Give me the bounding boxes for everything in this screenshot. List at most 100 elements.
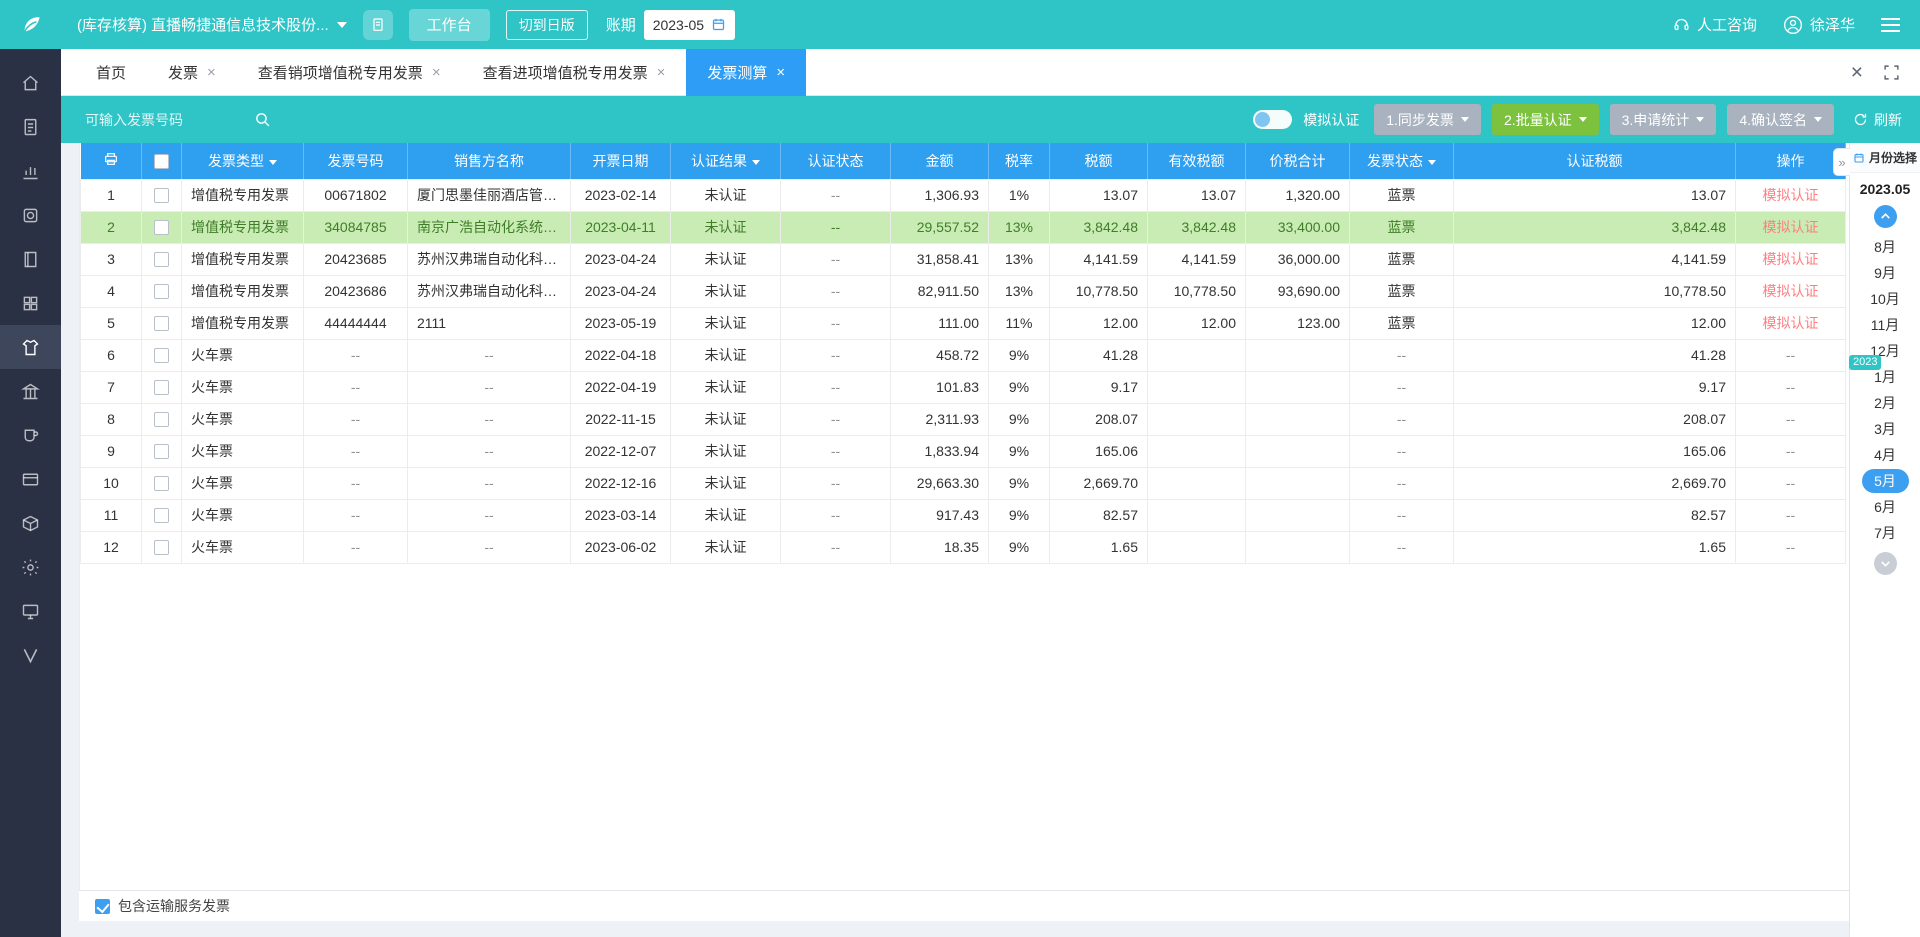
- company-selector[interactable]: (库存核算) 直播畅捷通信息技术股份...: [77, 14, 347, 35]
- tab-close-icon[interactable]: ×: [656, 63, 666, 81]
- table-row[interactable]: 11 火车票 -- -- 2023-03-14 未认证 -- 917.43 9% 82.57 -- 8…: [80, 498, 1846, 532]
- tab[interactable]: 查看销项增值税专用发票 ×: [237, 49, 462, 96]
- cell-action[interactable]: 模拟认证: [1735, 242, 1846, 276]
- month-item[interactable]: 1月 2023: [1849, 355, 1920, 390]
- row-checkbox[interactable]: [154, 348, 169, 364]
- month-item[interactable]: 7月: [1874, 525, 1896, 541]
- sidebar-item-media[interactable]: [0, 589, 61, 633]
- month-item[interactable]: 11月: [1870, 317, 1900, 333]
- table-row[interactable]: 7 火车票 -- -- 2022-04-19 未认证 -- 101.83 9% 9.17 -- 9.1…: [80, 370, 1846, 404]
- cell-seller: --: [407, 498, 571, 532]
- search-icon[interactable]: [254, 111, 271, 128]
- month-item[interactable]: 8月: [1874, 239, 1896, 255]
- period-picker[interactable]: 2023-05: [643, 9, 736, 40]
- table-row[interactable]: 3 增值税专用发票20423685苏州汉弗瑞自动化科技有限…2023-04-24未…: [80, 242, 1846, 276]
- row-checkbox[interactable]: [154, 476, 169, 492]
- cell-inv_status: --: [1349, 498, 1454, 532]
- cell-amount: 101.83: [890, 370, 989, 404]
- sidebar-item-modules[interactable]: [0, 281, 61, 325]
- select-all-header[interactable]: [141, 143, 182, 179]
- tab[interactable]: 查看进项增值税专用发票 ×: [462, 49, 687, 96]
- search-input[interactable]: [85, 111, 245, 128]
- tab[interactable]: 发票测算 ×: [686, 48, 807, 96]
- table-row[interactable]: 5 增值税专用发票 44444444 2111 2023-05-19 未认证 -- 111.0…: [80, 306, 1846, 340]
- sync-invoices-button[interactable]: 1.同步发票: [1374, 104, 1481, 135]
- tab-close-icon[interactable]: ×: [776, 63, 786, 81]
- workbench-button[interactable]: 工作台: [408, 8, 490, 41]
- month-item[interactable]: 3月: [1874, 421, 1896, 437]
- sidebar-item-inventory[interactable]: [0, 501, 61, 545]
- month-item[interactable]: 5月: [1861, 469, 1909, 493]
- hamburger-menu-icon[interactable]: [1881, 17, 1900, 32]
- cell-action[interactable]: 模拟认证: [1735, 306, 1846, 340]
- sidebar-item-settings[interactable]: [0, 545, 61, 589]
- row-checkbox[interactable]: [154, 284, 169, 300]
- batch-auth-button[interactable]: 2.批量认证: [1491, 104, 1599, 135]
- sidebar-item-invoices-active[interactable]: [0, 325, 61, 369]
- row-checkbox[interactable]: [154, 380, 169, 396]
- close-all-tabs-icon[interactable]: ×: [1850, 60, 1863, 84]
- cell-tax: 165.06: [1049, 434, 1148, 468]
- tab[interactable]: 首页: [75, 49, 147, 96]
- table-row[interactable]: 9 火车票 -- -- 2022-12-07 未认证 -- 1,833.94 9% 165.06-…: [80, 434, 1846, 468]
- month-item[interactable]: 9月: [1874, 265, 1896, 281]
- fullscreen-icon[interactable]: [1883, 64, 1900, 81]
- confirm-sign-button[interactable]: 4.确认签名: [1727, 104, 1834, 135]
- row-checkbox[interactable]: [154, 188, 169, 204]
- table-row[interactable]: 10 火车票 -- -- 2022-12-16 未认证 -- 29,663.30 9% 2,669…: [80, 466, 1846, 500]
- header-auth-result[interactable]: 认证结果: [670, 143, 781, 179]
- row-checkbox[interactable]: [154, 220, 169, 236]
- month-item[interactable]: 4月: [1874, 447, 1896, 463]
- cell-result: 未认证: [670, 274, 781, 308]
- scroll-months-up-button[interactable]: [1873, 205, 1897, 228]
- month-item[interactable]: 6月: [1874, 499, 1896, 515]
- row-checkbox[interactable]: [154, 252, 169, 268]
- table-row[interactable]: 1 增值税专用发票00671802厦门思墨佳丽酒店管理有限…2023-02-14未…: [80, 178, 1846, 212]
- sidebar-item-assets[interactable]: [0, 369, 61, 413]
- table-row[interactable]: 12 火车票 -- -- 2023-06-02 未认证 -- 18.35 9% 1.65 -- 1.6…: [80, 530, 1846, 564]
- sidebar-item-vouchers[interactable]: [0, 105, 61, 149]
- row-checkbox[interactable]: [154, 412, 169, 428]
- sidebar-item-checkout[interactable]: [0, 457, 61, 501]
- select-all-checkbox[interactable]: [154, 154, 169, 170]
- app-logo[interactable]: [0, 0, 61, 49]
- scroll-months-down-button[interactable]: [1873, 552, 1897, 575]
- table-row[interactable]: 4 增值税专用发票20423686苏州汉弗瑞自动化科技有限…2023-04-24未…: [80, 274, 1846, 308]
- document-icon-button[interactable]: [362, 9, 393, 40]
- row-checkbox[interactable]: [154, 540, 169, 556]
- tab-close-icon[interactable]: ×: [431, 63, 441, 81]
- sidebar-item-home[interactable]: [0, 61, 61, 105]
- month-item[interactable]: 10月: [1870, 291, 1900, 307]
- switch-version-button[interactable]: 切到日版: [505, 9, 588, 40]
- row-checkbox[interactable]: [154, 316, 169, 332]
- table-row[interactable]: 8 火车票 -- -- 2022-11-15 未认证 -- 2,311.93 9% 208.07-…: [80, 402, 1846, 436]
- table-row[interactable]: 6 火车票 -- -- 2022-04-18 未认证 -- 458.72 9% 41.28 -- 41…: [80, 338, 1846, 372]
- sidebar-item-ledger[interactable]: [0, 237, 61, 281]
- sort-caret-icon: [1428, 159, 1436, 165]
- tab[interactable]: 发票 ×: [147, 49, 237, 96]
- support-link[interactable]: 人工咨询: [1673, 14, 1757, 35]
- tab-label: 发票测算: [707, 64, 768, 82]
- simulate-auth-toggle[interactable]: [1253, 110, 1293, 129]
- print-column-header: [80, 143, 142, 179]
- sidebar-item-v[interactable]: [0, 633, 61, 677]
- cell-action[interactable]: 模拟认证: [1735, 274, 1846, 308]
- header-invoice-type[interactable]: 发票类型: [181, 143, 304, 179]
- tab-close-icon[interactable]: ×: [207, 63, 216, 81]
- sidebar-item-cashier[interactable]: [0, 193, 61, 237]
- month-item[interactable]: 2月: [1874, 395, 1896, 411]
- cell-action[interactable]: 模拟认证: [1735, 210, 1846, 244]
- refresh-button[interactable]: 刷新: [1853, 110, 1902, 130]
- header-invoice-status[interactable]: 发票状态: [1349, 143, 1454, 179]
- transport-invoice-checkbox[interactable]: [95, 898, 110, 914]
- sidebar-item-service[interactable]: [0, 413, 61, 457]
- user-menu[interactable]: 徐泽华: [1783, 14, 1855, 35]
- row-checkbox[interactable]: [154, 444, 169, 460]
- table-row[interactable]: 2 增值税专用发票34084785南京广浩自动化系统有限责…2023-04-11未…: [80, 210, 1846, 244]
- cell-action[interactable]: 模拟认证: [1735, 178, 1846, 212]
- sidebar-item-reports[interactable]: [0, 149, 61, 193]
- row-checkbox[interactable]: [154, 508, 169, 524]
- panel-collapse-handle[interactable]: »: [1833, 148, 1850, 176]
- apply-stats-button[interactable]: 3.申请统计: [1609, 104, 1717, 135]
- cell-type: 火车票: [181, 466, 304, 500]
